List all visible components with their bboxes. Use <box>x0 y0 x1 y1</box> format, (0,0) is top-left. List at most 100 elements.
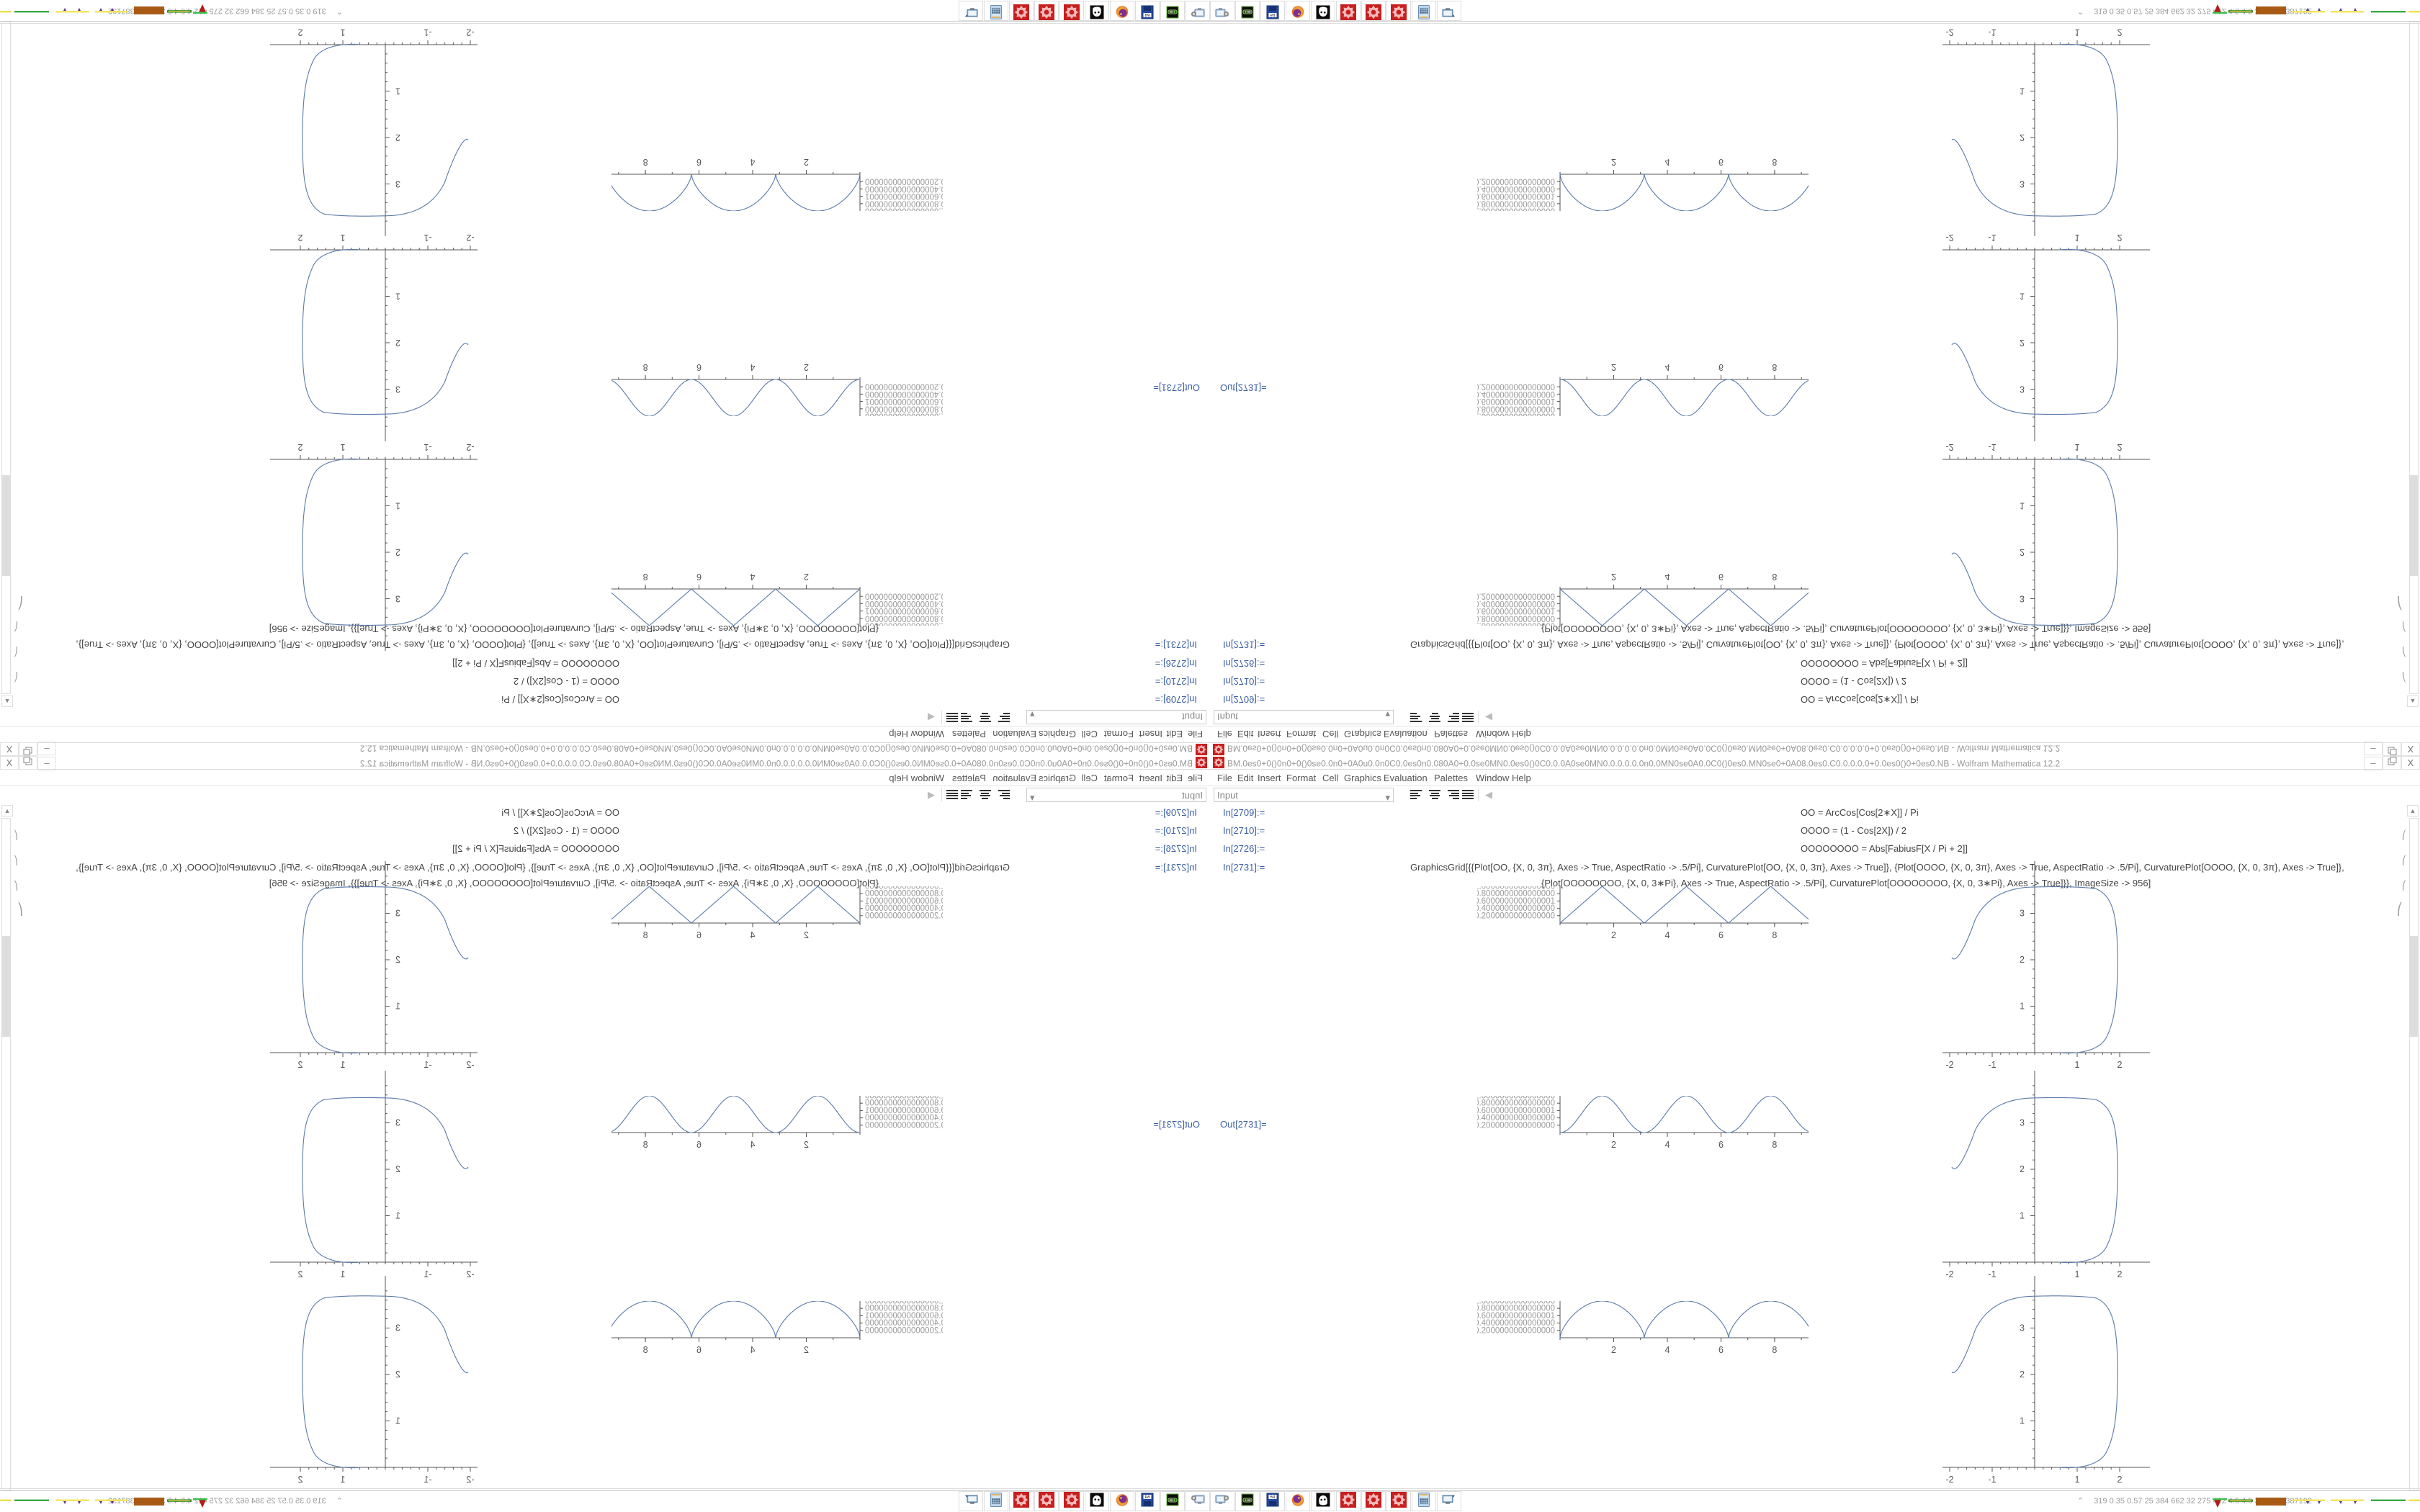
svg-text:3: 3 <box>2020 1323 2025 1333</box>
svg-text:0.2000000000000000: 0.2000000000000000 <box>1477 1326 1555 1335</box>
svg-text:-1: -1 <box>1988 442 1996 452</box>
svg-text:1: 1 <box>2075 442 2080 452</box>
svg-text:2: 2 <box>1611 157 1616 167</box>
svg-text:8: 8 <box>643 157 648 167</box>
svg-text:2: 2 <box>2020 547 2025 557</box>
svg-text:1: 1 <box>395 86 400 96</box>
svg-text:3: 3 <box>395 594 400 604</box>
svg-text:2: 2 <box>804 930 809 940</box>
svg-text:2: 2 <box>1611 1345 1616 1355</box>
svg-text:3: 3 <box>2020 384 2025 395</box>
svg-text:6: 6 <box>1718 1345 1724 1355</box>
svg-text:2: 2 <box>1611 572 1616 582</box>
svg-text:4: 4 <box>750 1140 755 1150</box>
svg-text:2: 2 <box>1611 930 1616 940</box>
svg-text:2: 2 <box>395 547 400 557</box>
svg-text:6: 6 <box>1718 157 1724 167</box>
svg-text:6: 6 <box>696 1140 702 1150</box>
svg-text:2: 2 <box>2020 1164 2025 1174</box>
svg-text:1: 1 <box>395 292 400 302</box>
svg-text:2: 2 <box>2020 955 2025 965</box>
svg-text:1: 1 <box>2075 1475 2080 1485</box>
svg-text:4: 4 <box>1665 1345 1670 1355</box>
svg-text:3: 3 <box>395 1118 400 1128</box>
svg-text:2: 2 <box>395 955 400 965</box>
svg-text:64: 64 <box>1144 12 1150 17</box>
svg-text:4: 4 <box>1665 930 1670 940</box>
svg-text:8: 8 <box>643 362 648 372</box>
svg-text:6: 6 <box>696 362 702 372</box>
svg-text:0.2000000000000000: 0.2000000000000000 <box>865 177 943 186</box>
svg-text:8: 8 <box>643 572 648 582</box>
svg-text:2: 2 <box>804 572 809 582</box>
svg-text:-2: -2 <box>1945 442 1953 452</box>
svg-text:0.2000000000000000: 0.2000000000000000 <box>865 1121 943 1130</box>
svg-text:1: 1 <box>340 1475 345 1485</box>
svg-text:4: 4 <box>1665 157 1670 167</box>
svg-text:2: 2 <box>804 362 809 372</box>
svg-text:4: 4 <box>750 157 755 167</box>
svg-text:-2: -2 <box>466 1475 474 1485</box>
svg-text:2: 2 <box>804 1140 809 1150</box>
svg-text:4: 4 <box>1665 572 1670 582</box>
svg-text:1: 1 <box>340 27 345 37</box>
svg-text:1: 1 <box>395 1416 400 1426</box>
svg-text:-1: -1 <box>424 27 431 37</box>
svg-text:0.2000000000000000: 0.2000000000000000 <box>865 592 943 600</box>
svg-text:-1: -1 <box>1988 1060 1996 1070</box>
svg-text:3: 3 <box>395 384 400 395</box>
svg-text:-2: -2 <box>1945 27 1953 37</box>
svg-text:1: 1 <box>395 1211 400 1221</box>
svg-text:6: 6 <box>1718 1140 1724 1150</box>
svg-text:2: 2 <box>2020 338 2025 348</box>
svg-text:2: 2 <box>2020 132 2025 143</box>
svg-text:0.2000000000000000: 0.2000000000000000 <box>1477 1121 1555 1130</box>
svg-text:0.2000000000000000: 0.2000000000000000 <box>1477 177 1555 186</box>
svg-text:8: 8 <box>643 1345 648 1355</box>
svg-text:-2: -2 <box>1945 1060 1953 1070</box>
svg-text:2: 2 <box>1611 362 1616 372</box>
svg-text:1: 1 <box>2020 292 2025 302</box>
svg-text:1: 1 <box>395 501 400 511</box>
svg-text:6: 6 <box>1718 362 1724 372</box>
svg-text:1: 1 <box>2020 1416 2025 1426</box>
svg-text:6: 6 <box>1718 930 1724 940</box>
svg-text:1: 1 <box>340 442 345 452</box>
svg-text:64: 64 <box>1270 1495 1276 1500</box>
svg-text:0.2000000000000000: 0.2000000000000000 <box>1477 592 1555 600</box>
svg-text:2: 2 <box>297 27 302 37</box>
svg-text:2: 2 <box>395 132 400 143</box>
svg-text:1: 1 <box>2075 1060 2080 1070</box>
svg-text:4: 4 <box>750 362 755 372</box>
svg-text:8: 8 <box>643 930 648 940</box>
svg-text:4: 4 <box>750 1345 755 1355</box>
svg-text:6: 6 <box>696 1345 702 1355</box>
svg-text:2: 2 <box>297 1475 302 1485</box>
svg-text:2: 2 <box>2118 1060 2123 1070</box>
svg-text:2: 2 <box>297 442 302 452</box>
svg-text:2: 2 <box>2020 1369 2025 1380</box>
svg-text:3: 3 <box>2020 909 2025 919</box>
svg-text:1: 1 <box>2020 86 2025 96</box>
svg-text:4: 4 <box>750 930 755 940</box>
svg-text:6: 6 <box>696 930 702 940</box>
svg-text:0.2000000000000000: 0.2000000000000000 <box>1477 912 1555 920</box>
svg-text:4: 4 <box>750 572 755 582</box>
svg-text:-1: -1 <box>424 442 431 452</box>
svg-text:6: 6 <box>696 157 702 167</box>
svg-text:-1: -1 <box>424 1475 431 1485</box>
svg-text:2: 2 <box>2118 442 2123 452</box>
svg-text:0.2000000000000000: 0.2000000000000000 <box>1477 382 1555 391</box>
svg-text:4: 4 <box>1665 1140 1670 1150</box>
svg-text:-1: -1 <box>1988 1475 1996 1485</box>
svg-text:2: 2 <box>395 338 400 348</box>
svg-text:3: 3 <box>395 909 400 919</box>
svg-text:1: 1 <box>340 1060 345 1070</box>
svg-text:2: 2 <box>395 1164 400 1174</box>
svg-text:-1: -1 <box>424 1060 431 1070</box>
svg-text:8: 8 <box>1772 1345 1777 1355</box>
svg-text:1: 1 <box>395 1002 400 1012</box>
svg-text:8: 8 <box>1772 1140 1777 1150</box>
svg-text:6: 6 <box>696 572 702 582</box>
svg-text:2: 2 <box>804 1345 809 1355</box>
